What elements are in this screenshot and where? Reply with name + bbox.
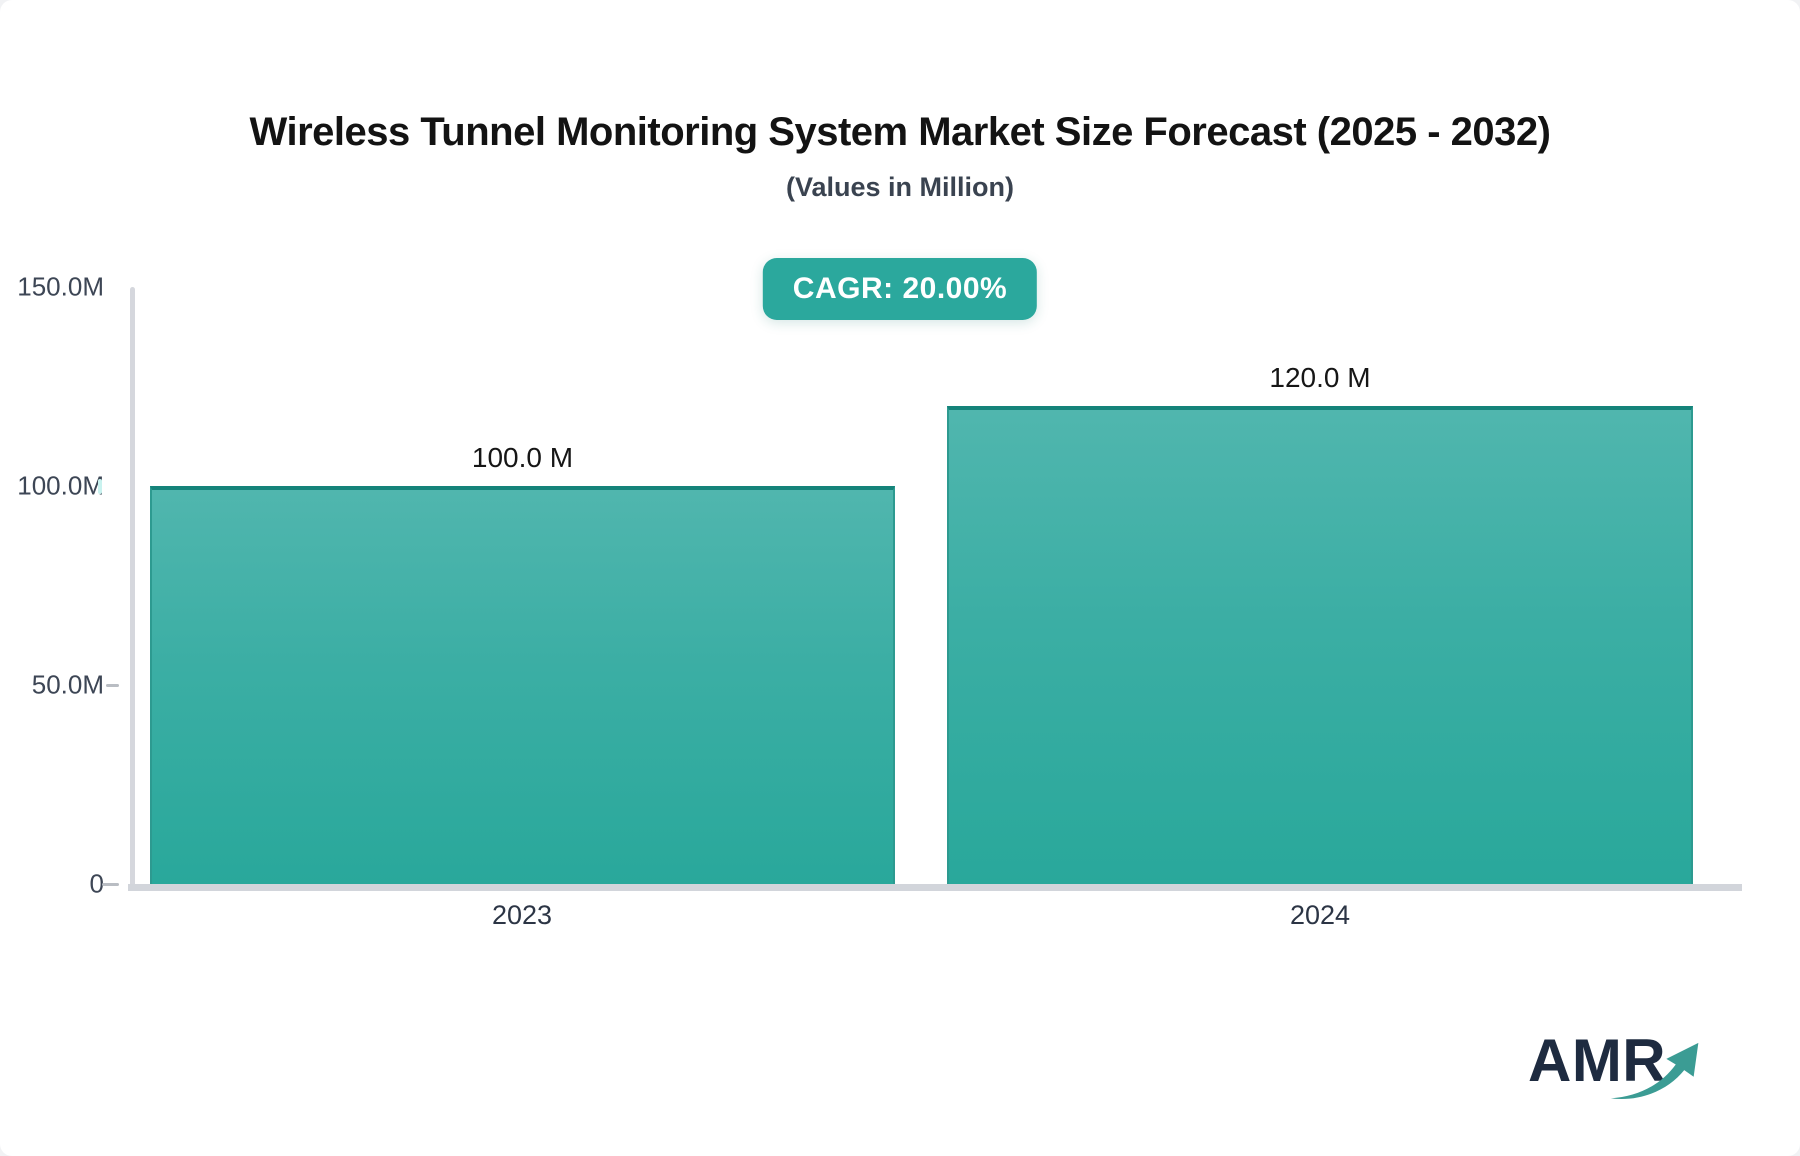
- amr-logo-text: AMR: [1528, 1027, 1667, 1094]
- cagr-badge: CAGR: 20.00%: [762, 258, 1038, 320]
- bar-value-label: 120.0 M: [1269, 362, 1371, 393]
- bar-group-2024: 120.0 M: [947, 287, 1693, 884]
- y-axis-tick-mark: [102, 883, 119, 886]
- y-axis-tick-mark: [106, 684, 119, 687]
- x-axis-category-label: 2023: [491, 900, 553, 930]
- bar-2023: [150, 486, 895, 884]
- y-axis-tick-label: 100.0M: [17, 470, 104, 501]
- bar-2024: [947, 406, 1693, 884]
- chart-subtitle: (Values in Million): [785, 172, 1015, 202]
- y-axis-tick-label: 0: [89, 868, 104, 899]
- x-axis-category-label: 2024: [1289, 900, 1351, 930]
- bar-group-2023: 100.0 M: [150, 287, 895, 884]
- amr-logo: AMR: [1528, 1026, 1718, 1116]
- y-axis-tick-label: 50.0M: [31, 669, 104, 700]
- growth-arrow-icon: [1610, 1042, 1699, 1100]
- x-axis-line: [128, 884, 1742, 891]
- plot-area: 100.0 M 120.0 M: [130, 287, 1742, 884]
- y-axis-tick-label: 150.0M: [17, 271, 104, 302]
- y-axis-line: [130, 287, 135, 888]
- bar-value-label: 100.0 M: [471, 442, 574, 473]
- chart-title: Wireless Tunnel Monitoring System Market…: [249, 110, 1551, 154]
- y-axis-tick-mark: [98, 479, 102, 494]
